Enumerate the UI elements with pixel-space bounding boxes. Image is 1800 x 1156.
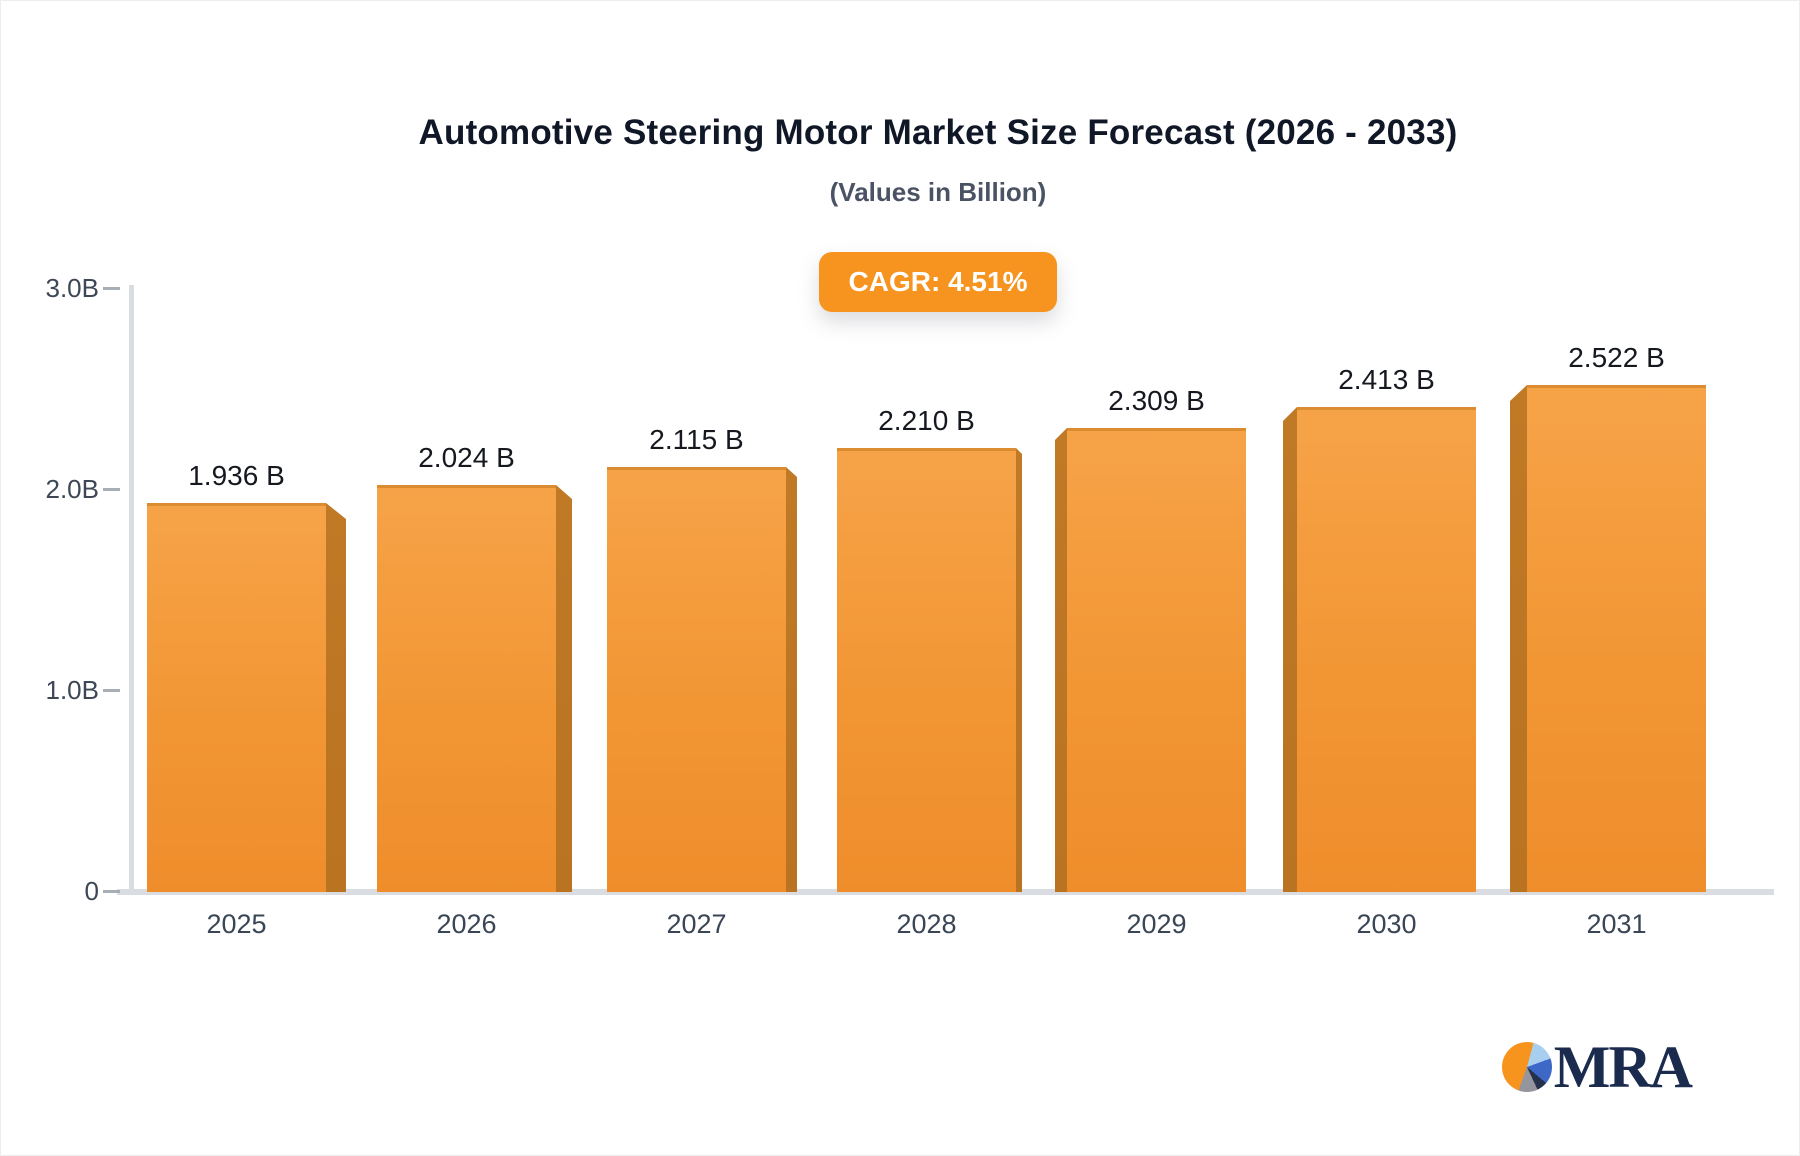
x-category-label-2030: 2030 [1356,909,1417,939]
chart-header: Automotive Steering Motor Market Size Fo… [77,1,1799,312]
bar-2025 [147,503,326,892]
x-category-label-2026: 2026 [436,909,497,939]
bar-side-2025 [326,503,346,892]
x-category-label-2031: 2031 [1586,909,1647,939]
bar-2027 [607,467,786,892]
y-tick-mark [103,689,120,692]
y-tick-mark [103,287,120,290]
mra-logo: MRA [1501,1034,1693,1100]
x-category-label-2027: 2027 [666,909,727,939]
bar-side-2029 [1055,428,1067,892]
mra-logo-text: MRA [1553,1034,1693,1100]
bar-side-2028 [1016,448,1022,892]
bar-value-label-2027: 2.115 B [649,424,744,455]
bar-value-label-2025: 1.936 B [188,460,285,491]
bar-2028 [837,448,1016,892]
x-category-label-2028: 2028 [896,909,957,939]
y-tick-label-2.0B: 2.0B [45,474,100,504]
mra-logo-pie-icon [1501,1042,1552,1092]
bar-value-label-2028: 2.210 B [878,405,975,436]
x-category-label-2025: 2025 [206,909,267,939]
bar-side-2027 [786,467,797,892]
bar-value-label-2031: 2.522 B [1568,342,1665,373]
bar-2026 [377,485,556,892]
chart-subtitle: (Values in Billion) [829,177,1047,207]
bar-value-label-2029: 2.309 B [1108,385,1205,416]
y-tick-label-1.0B: 1.0B [45,675,100,705]
bar-side-2030 [1283,407,1297,892]
y-tick-label-3.0B: 3.0B [45,273,100,303]
y-tick-mark [103,890,120,893]
cagr-badge: CAGR: 4.51% [818,252,1058,312]
bar-value-label-2026: 2.024 B [418,442,515,473]
bar-2029 [1067,428,1246,892]
y-axis-line [129,285,134,892]
chart-title: Automotive Steering Motor Market Size Fo… [418,113,1458,152]
x-category-label-2029: 2029 [1126,909,1187,939]
bar-side-2026 [556,485,572,892]
bar-2031 [1527,385,1706,892]
bar-side-2031 [1510,385,1527,892]
y-tick-label-0: 0 [84,876,99,906]
bar-value-label-2030: 2.413 B [1338,364,1435,395]
x-axis-baseline [117,889,1774,895]
y-tick-mark [103,488,120,491]
bar-2030 [1297,407,1476,892]
